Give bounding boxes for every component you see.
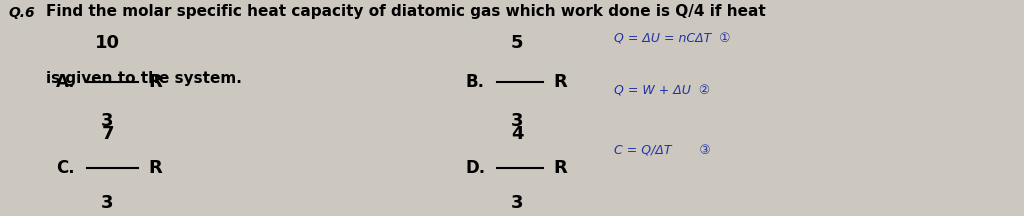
- Text: Q.6: Q.6: [8, 6, 35, 21]
- Text: 7: 7: [101, 125, 114, 143]
- Text: D.: D.: [466, 159, 486, 178]
- Text: Q = W + ΔU  ②: Q = W + ΔU ②: [614, 84, 711, 97]
- Text: 4: 4: [511, 125, 523, 143]
- Text: 3: 3: [511, 112, 523, 130]
- Text: 3: 3: [101, 194, 114, 212]
- Text: 5: 5: [511, 34, 523, 52]
- Text: 10: 10: [95, 34, 120, 52]
- Text: R: R: [148, 159, 162, 178]
- Text: Find the molar specific heat capacity of diatomic gas which work done is Q/4 if : Find the molar specific heat capacity of…: [46, 4, 766, 19]
- Text: R: R: [553, 159, 566, 178]
- Text: C = Q/ΔT       ③: C = Q/ΔT ③: [614, 145, 711, 158]
- Text: C.: C.: [56, 159, 75, 178]
- Text: R: R: [148, 73, 162, 91]
- Text: R: R: [553, 73, 566, 91]
- Text: Q = ΔU = nCΔT  ①: Q = ΔU = nCΔT ①: [614, 32, 731, 45]
- Text: 3: 3: [511, 194, 523, 212]
- Text: B.: B.: [466, 73, 485, 91]
- Text: 3: 3: [101, 112, 114, 130]
- Text: A.: A.: [56, 73, 76, 91]
- Text: is given to the system.: is given to the system.: [46, 71, 242, 86]
